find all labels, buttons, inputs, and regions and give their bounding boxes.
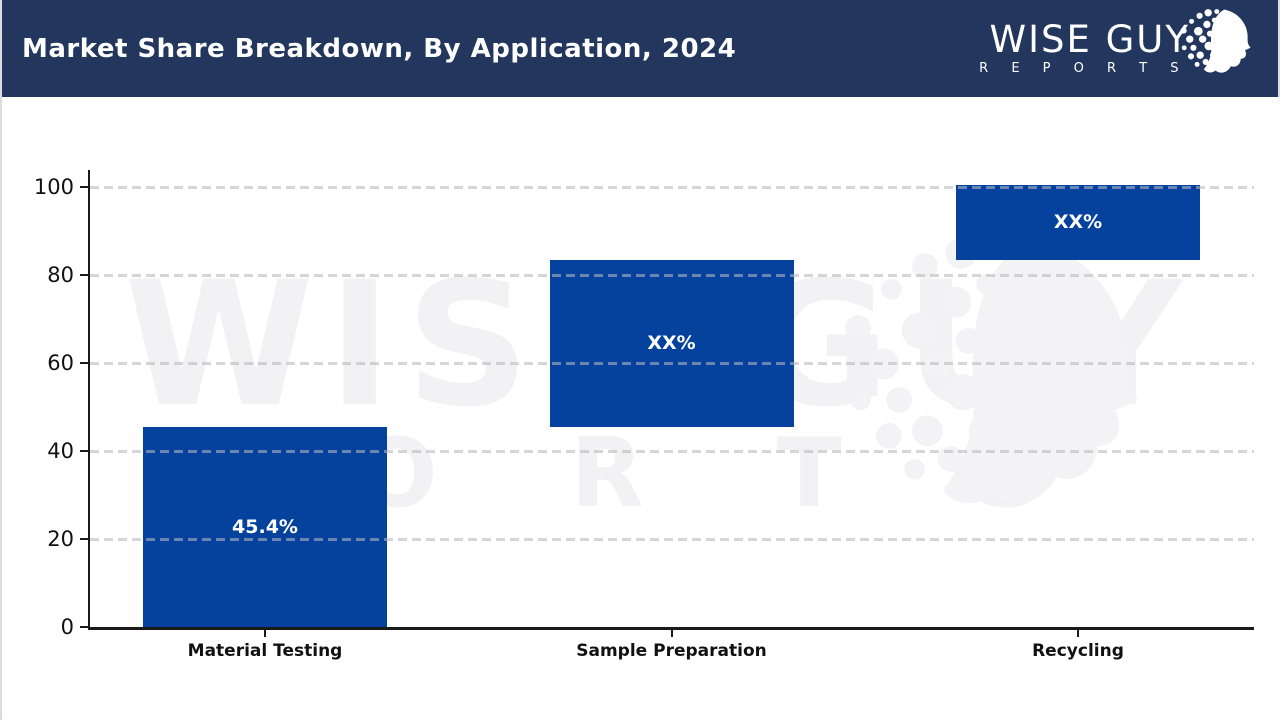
bar-segment: XX% (549, 259, 794, 427)
x-category-label: Material Testing (187, 641, 343, 661)
bar-value-label: XX% (1053, 211, 1103, 234)
y-tick-mark (80, 274, 88, 276)
bar-value-label: XX% (647, 332, 696, 355)
logo-wordmark: WISE GUY (989, 18, 1190, 61)
bar-segment: 45.4% (143, 427, 387, 627)
logo-text: WISE GUY R E P O R T S (979, 21, 1190, 76)
y-tick-label: 80 (47, 263, 74, 287)
x-category-label: Recycling (1032, 641, 1124, 661)
y-tick-mark (80, 450, 88, 452)
x-axis-line (88, 627, 1254, 630)
gridline (90, 362, 1254, 365)
logo-subtext: R E P O R T S (979, 61, 1188, 76)
bar-chart: 45.4% XX% XX% 0 20 40 60 80 100 Material Testing S… (2, 97, 1280, 720)
x-tick-mark (264, 629, 266, 637)
x-tick-mark (1077, 629, 1079, 637)
header-bar: Market Share Breakdown, By Application, … (2, 0, 1278, 97)
y-tick-mark (80, 538, 88, 540)
bar-segment: XX% (956, 184, 1200, 260)
y-tick-label: 100 (33, 175, 74, 199)
y-tick-label: 20 (47, 527, 74, 551)
x-tick-mark (670, 629, 673, 637)
y-tick-mark (80, 626, 88, 628)
y-tick-label: 40 (47, 439, 74, 463)
gridline (90, 538, 1254, 541)
brand-logo: WISE GUY R E P O R T S (979, 6, 1264, 92)
page-title: Market Share Breakdown, By Application, … (22, 33, 737, 64)
y-tick-label: 0 (60, 615, 74, 639)
y-axis-line (88, 170, 90, 629)
y-tick-label: 60 (47, 351, 74, 375)
bar-value-label: 45.4% (232, 516, 298, 539)
gridline (90, 450, 1254, 453)
chart-area: WISE GUY P O R T S 45.4% XX% XX% 0 20 40 60 80 1… (2, 97, 1280, 720)
y-tick-mark (80, 362, 88, 364)
gridline (90, 186, 1254, 189)
gridline (90, 274, 1254, 277)
y-tick-mark (80, 186, 88, 188)
x-category-label: Sample Preparation (576, 641, 767, 661)
